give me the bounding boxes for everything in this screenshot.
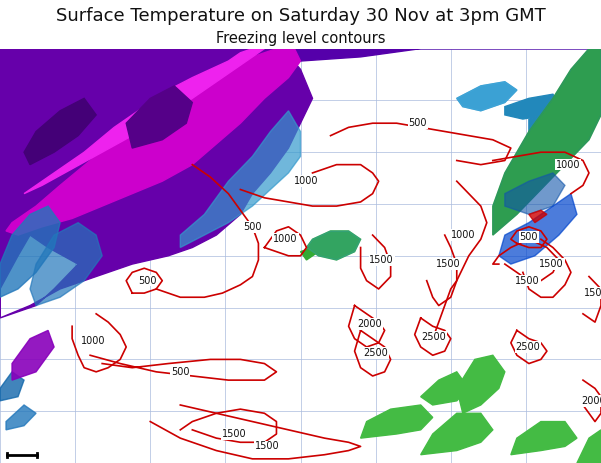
Text: 500: 500 xyxy=(520,232,538,242)
Polygon shape xyxy=(307,231,361,260)
Polygon shape xyxy=(24,49,264,194)
Polygon shape xyxy=(126,86,192,148)
Polygon shape xyxy=(457,355,505,413)
Polygon shape xyxy=(511,421,577,455)
Text: 2500: 2500 xyxy=(515,342,540,352)
Text: 2500: 2500 xyxy=(421,332,447,342)
Text: 500: 500 xyxy=(409,118,427,128)
Polygon shape xyxy=(180,111,300,248)
Text: 1500: 1500 xyxy=(584,288,601,298)
Polygon shape xyxy=(12,331,54,380)
Text: 1500: 1500 xyxy=(255,441,279,451)
Text: 1000: 1000 xyxy=(451,230,475,240)
Polygon shape xyxy=(6,405,36,430)
Polygon shape xyxy=(457,82,517,111)
Text: 1000: 1000 xyxy=(556,160,580,169)
Text: 500: 500 xyxy=(171,367,189,377)
Polygon shape xyxy=(0,372,24,401)
Text: 1500: 1500 xyxy=(540,259,564,269)
Polygon shape xyxy=(421,413,493,455)
Text: 1000: 1000 xyxy=(81,336,105,346)
Polygon shape xyxy=(0,206,60,297)
Polygon shape xyxy=(493,49,601,235)
Text: 2000: 2000 xyxy=(358,319,382,329)
Text: 1500: 1500 xyxy=(436,259,460,269)
Polygon shape xyxy=(499,194,577,264)
Polygon shape xyxy=(529,210,547,223)
Polygon shape xyxy=(421,372,469,405)
Polygon shape xyxy=(300,248,319,260)
Polygon shape xyxy=(493,49,601,235)
Polygon shape xyxy=(577,430,601,463)
Polygon shape xyxy=(361,405,433,438)
Text: 2500: 2500 xyxy=(363,348,388,358)
Polygon shape xyxy=(6,49,300,235)
Polygon shape xyxy=(457,82,517,111)
Polygon shape xyxy=(0,49,601,65)
Polygon shape xyxy=(0,49,313,318)
Text: 1000: 1000 xyxy=(273,234,297,244)
Text: 1500: 1500 xyxy=(222,429,246,439)
Polygon shape xyxy=(307,231,361,260)
Polygon shape xyxy=(30,223,102,306)
Text: Freezing level contours: Freezing level contours xyxy=(216,31,385,46)
Polygon shape xyxy=(505,94,559,119)
Polygon shape xyxy=(24,98,96,165)
Text: 1500: 1500 xyxy=(516,275,540,286)
Text: 1000: 1000 xyxy=(294,176,319,186)
Text: 1500: 1500 xyxy=(370,255,394,265)
Polygon shape xyxy=(505,173,565,214)
Text: 500: 500 xyxy=(243,222,261,232)
Polygon shape xyxy=(529,111,595,140)
Text: 2000: 2000 xyxy=(582,396,601,406)
Text: Surface Temperature on Saturday 30 Nov at 3pm GMT: Surface Temperature on Saturday 30 Nov a… xyxy=(56,6,545,25)
Text: 500: 500 xyxy=(138,275,156,286)
